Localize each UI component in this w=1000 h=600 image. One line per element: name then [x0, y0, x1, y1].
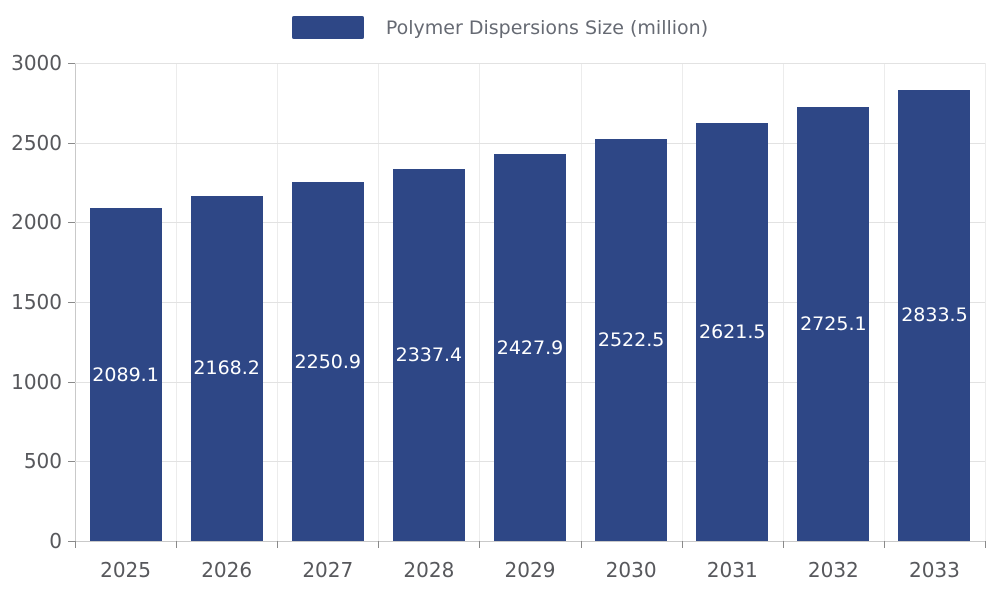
legend: Polymer Dispersions Size (million) [0, 16, 1000, 39]
y-tick-label: 500 [23, 449, 62, 474]
gridline-horizontal [75, 541, 985, 542]
x-tick-mark [479, 541, 481, 548]
y-tick-label: 2500 [11, 130, 62, 155]
bar [797, 106, 870, 541]
y-tick-label: 2000 [11, 210, 62, 235]
bar [89, 208, 162, 541]
y-tick-label: 0 [49, 529, 62, 553]
bar [898, 89, 971, 541]
y-tick-mark [68, 222, 75, 224]
x-tick-mark [681, 541, 683, 548]
legend-swatch [291, 16, 364, 39]
bar-value-label: 2427.9 [496, 336, 564, 359]
y-tick-label: 3000 [11, 51, 62, 75]
y-tick-mark [68, 63, 75, 64]
gridline-horizontal [75, 63, 985, 64]
x-tick-label: 2027 [302, 558, 354, 582]
x-tick-label: 2031 [706, 558, 758, 582]
x-tick-mark [580, 541, 582, 548]
y-tick-label: 1500 [11, 290, 62, 314]
legend-label: Polymer Dispersions Size (million) [385, 16, 709, 39]
y-tick-mark [68, 302, 75, 303]
bar [595, 139, 668, 541]
x-tick-label: 2029 [504, 558, 556, 582]
x-tick-mark [277, 541, 279, 548]
x-tick-mark [75, 541, 76, 548]
bar [696, 123, 769, 541]
bar-value-label: 2833.5 [901, 304, 968, 327]
x-tick-mark [782, 541, 784, 548]
y-tick-mark [68, 461, 75, 463]
x-tick-label: 2025 [100, 558, 151, 582]
x-tick-label: 2026 [201, 558, 253, 582]
bar-value-label: 2337.4 [395, 343, 463, 366]
x-tick-mark [176, 541, 178, 548]
bar-value-label: 2725.1 [800, 312, 867, 335]
x-tick-mark [883, 541, 885, 548]
y-tick-label: 1000 [11, 369, 62, 394]
bar [494, 154, 566, 541]
bar [291, 182, 364, 541]
bar-value-label: 2168.2 [193, 357, 260, 380]
bar-value-label: 2522.5 [597, 329, 665, 352]
bar [392, 168, 465, 541]
y-tick-mark [68, 381, 75, 383]
x-tick-mark [985, 541, 986, 548]
y-tick-mark [68, 541, 75, 542]
gridline-horizontal [75, 142, 985, 144]
bar-value-label: 2089.1 [92, 363, 159, 386]
x-tick-label: 2032 [807, 558, 859, 582]
x-tick-label: 2033 [908, 558, 960, 582]
x-tick-label: 2028 [403, 558, 455, 582]
bar-value-label: 2250.9 [294, 350, 362, 373]
bar [190, 195, 263, 541]
x-tick-label: 2030 [605, 558, 657, 582]
plot-area: 2089.1 2168.2 2250.9 2337.4 2427.9 2522.5 2621… [75, 63, 986, 542]
bar-value-label: 2621.5 [698, 321, 766, 344]
y-tick-mark [68, 142, 75, 144]
gridline-vertical [985, 63, 986, 541]
x-tick-mark [378, 541, 380, 548]
